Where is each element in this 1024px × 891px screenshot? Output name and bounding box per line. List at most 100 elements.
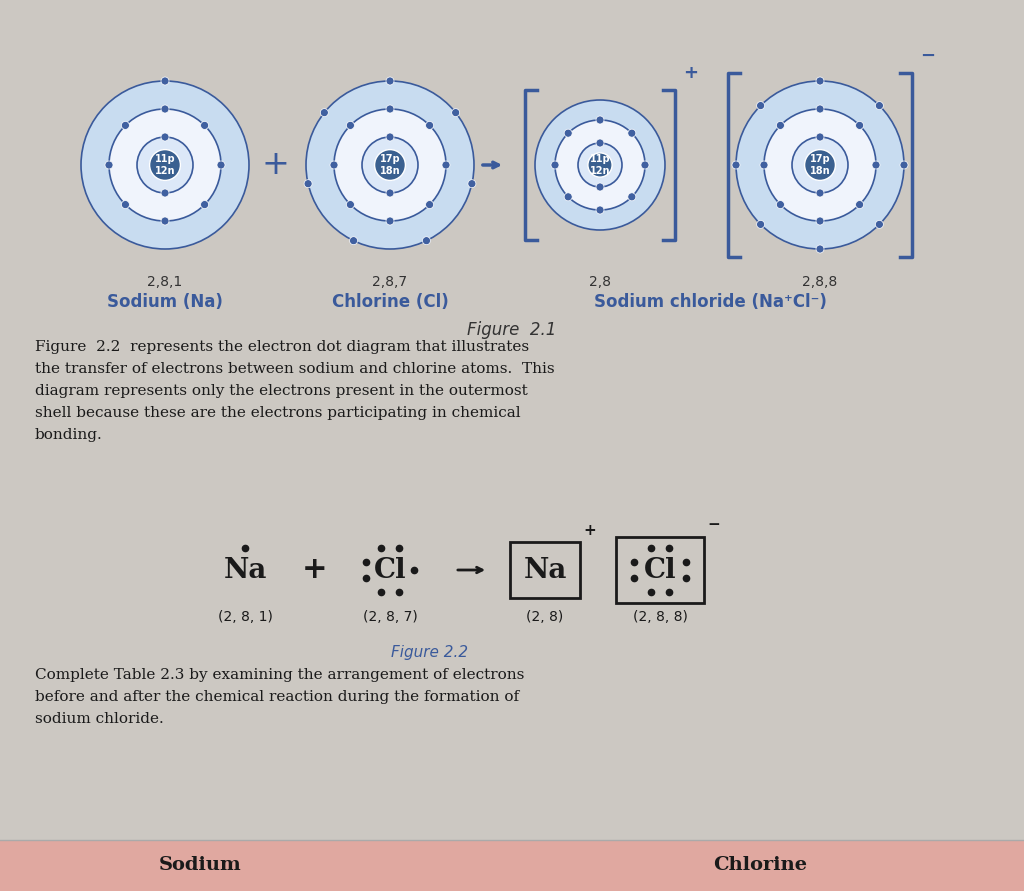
Circle shape [122,200,129,208]
Circle shape [588,153,612,177]
Circle shape [792,137,848,193]
Circle shape [349,237,357,245]
Circle shape [423,237,430,245]
Circle shape [856,200,863,208]
Text: Chlorine (Cl): Chlorine (Cl) [332,293,449,311]
Circle shape [805,150,836,180]
Circle shape [452,109,460,117]
Circle shape [732,161,740,169]
Circle shape [442,161,450,169]
Text: Sodium: Sodium [159,856,242,874]
Circle shape [137,137,193,193]
Circle shape [321,109,329,117]
Circle shape [468,180,476,188]
Circle shape [346,121,354,129]
Text: (2, 8, 8): (2, 8, 8) [633,610,687,624]
Text: bonding.: bonding. [35,428,102,442]
Text: sodium chloride.: sodium chloride. [35,712,164,726]
Circle shape [856,121,863,129]
Text: Cl: Cl [644,557,676,584]
Circle shape [551,161,559,169]
Circle shape [330,161,338,169]
Text: Figure 2.2: Figure 2.2 [391,645,469,660]
Circle shape [757,220,765,228]
Circle shape [304,180,312,188]
Circle shape [816,189,824,197]
Circle shape [161,105,169,113]
Text: shell because these are the electrons participating in chemical: shell because these are the electrons pa… [35,406,520,420]
Circle shape [535,100,665,230]
Circle shape [201,200,209,208]
Circle shape [81,81,249,249]
Text: Complete Table 2.3 by examining the arrangement of electrons: Complete Table 2.3 by examining the arra… [35,668,524,682]
Circle shape [386,133,394,141]
Circle shape [386,189,394,197]
Circle shape [776,200,784,208]
Text: +: + [302,555,328,584]
Text: +: + [583,523,596,538]
Circle shape [555,120,645,210]
Bar [0,840,1024,891]
Text: (2, 8, 1): (2, 8, 1) [217,610,272,624]
Text: +: + [683,64,698,82]
Text: Figure  2.1: Figure 2.1 [467,321,557,339]
Circle shape [564,129,572,137]
Circle shape [386,105,394,113]
Text: 11p
12n: 11p 12n [590,154,610,176]
Text: (2, 8): (2, 8) [526,610,563,624]
Circle shape [736,81,904,249]
Circle shape [816,105,824,113]
Circle shape [876,220,884,228]
Text: 17p
18n: 17p 18n [810,154,830,176]
Circle shape [426,200,433,208]
Circle shape [596,139,604,147]
Circle shape [816,245,824,253]
Text: Chlorine: Chlorine [713,856,807,874]
Circle shape [217,161,225,169]
Circle shape [109,109,221,221]
Text: 17p
18n: 17p 18n [380,154,400,176]
Circle shape [306,81,474,249]
Circle shape [346,200,354,208]
Circle shape [757,102,765,110]
Text: −: − [707,517,720,532]
Circle shape [201,121,209,129]
Text: Na: Na [523,557,566,584]
Circle shape [628,129,636,137]
Circle shape [161,189,169,197]
Circle shape [161,133,169,141]
Text: 2,8: 2,8 [589,275,611,289]
Circle shape [760,161,768,169]
Circle shape [872,161,880,169]
Text: diagram represents only the electrons present in the outermost: diagram represents only the electrons pr… [35,384,527,398]
Text: Figure  2.2  represents the electron dot diagram that illustrates: Figure 2.2 represents the electron dot d… [35,340,529,354]
Text: Sodium chloride (Na⁺Cl⁻): Sodium chloride (Na⁺Cl⁻) [594,293,826,311]
Circle shape [375,150,406,180]
Text: Cl: Cl [374,557,407,584]
Text: +: + [261,149,289,182]
Circle shape [161,217,169,225]
Bar [510,542,580,598]
Text: Na: Na [223,557,266,584]
Circle shape [386,77,394,85]
Circle shape [386,217,394,225]
Circle shape [900,161,908,169]
Circle shape [596,183,604,191]
Text: 11p
12n: 11p 12n [155,154,175,176]
Circle shape [816,133,824,141]
Text: the transfer of electrons between sodium and chlorine atoms.  This: the transfer of electrons between sodium… [35,362,555,376]
Circle shape [776,121,784,129]
Text: 2,8,8: 2,8,8 [803,275,838,289]
Circle shape [161,77,169,85]
Circle shape [334,109,446,221]
Circle shape [764,109,876,221]
Circle shape [816,77,824,85]
Text: before and after the chemical reaction during the formation of: before and after the chemical reaction d… [35,690,519,704]
Circle shape [641,161,649,169]
Circle shape [564,192,572,200]
Text: 2,8,1: 2,8,1 [147,275,182,289]
Circle shape [876,102,884,110]
Circle shape [105,161,113,169]
Bar [616,537,705,603]
Circle shape [578,143,622,187]
